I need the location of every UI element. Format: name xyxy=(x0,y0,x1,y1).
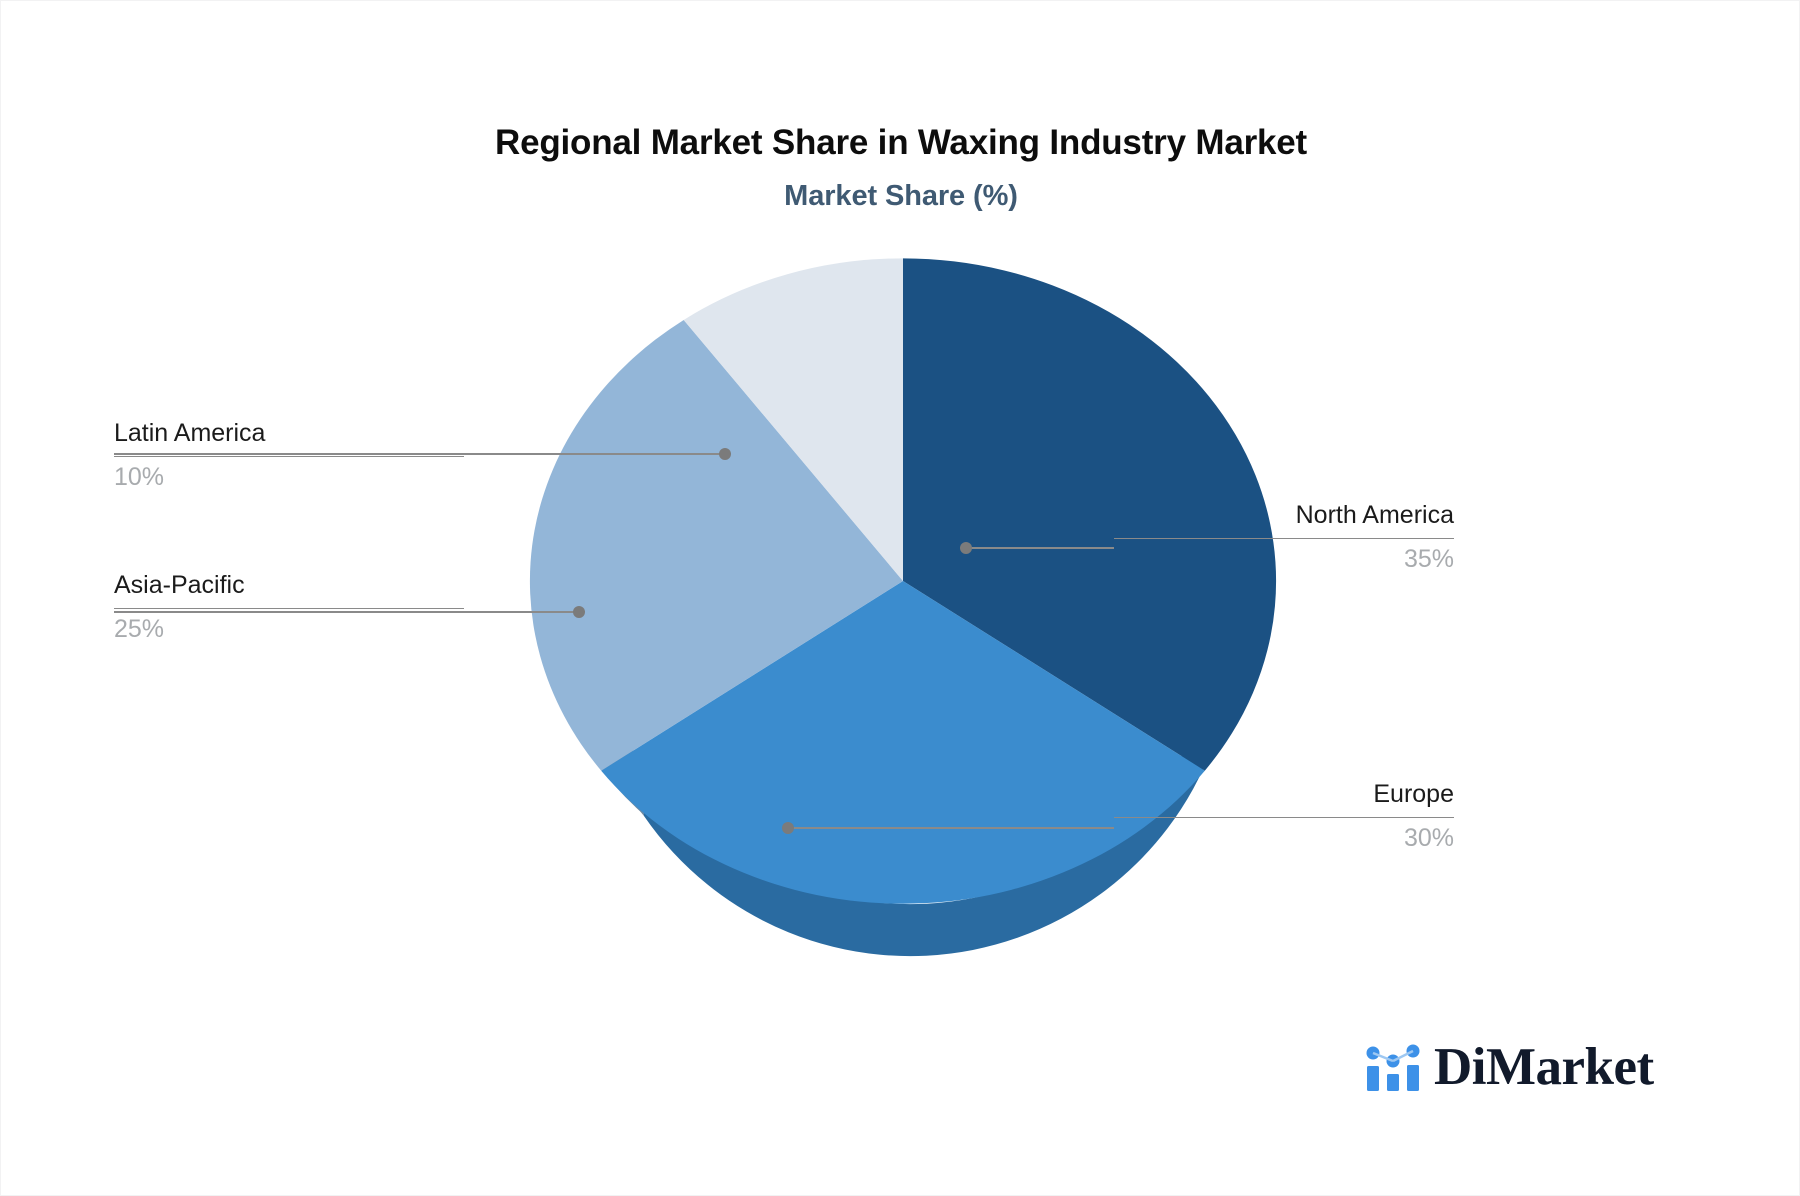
leader-dot-asia-pacific xyxy=(573,606,585,618)
chart-subtitle: Market Share (%) xyxy=(784,180,1018,212)
slice-asia-pacific[interactable] xyxy=(529,319,903,771)
callout-label-europe: Europe xyxy=(1373,780,1454,808)
callout-asia-pacific[interactable]: Asia-Pacific 25% xyxy=(114,571,464,644)
callout-value-latin-america: 10% xyxy=(114,462,165,491)
callout-north-america[interactable]: North America 35% xyxy=(1114,501,1454,574)
title-block: Regional Market Share in Waxing Industry… xyxy=(1,123,1799,212)
callout-label-north-america: North America xyxy=(1295,501,1454,529)
callout-europe[interactable]: Europe 30% xyxy=(1114,780,1454,853)
callout-rule-north-america xyxy=(1114,537,1454,539)
bar-chart-icon xyxy=(1366,1044,1420,1091)
slice-europe[interactable] xyxy=(601,581,1205,904)
callout-latin-america[interactable]: Latin America 10% xyxy=(114,419,464,492)
callout-value-asia-pacific: 25% xyxy=(114,614,165,643)
slice-side-asia-pacific xyxy=(583,691,642,813)
callout-rule-latin-america xyxy=(114,455,464,457)
leader-dot-latin-america xyxy=(719,448,731,460)
slice-side-left-rim xyxy=(579,641,644,816)
callout-rule-europe xyxy=(1114,816,1454,818)
brand-name: DiMarket xyxy=(1434,1038,1654,1096)
callout-label-asia-pacific: Asia-Pacific xyxy=(114,571,245,599)
callout-rule-asia-pacific xyxy=(114,607,464,609)
slice-side-north-america xyxy=(1224,619,1226,701)
leader-dots xyxy=(573,448,972,834)
chart-title: Regional Market Share in Waxing Industry… xyxy=(495,123,1307,162)
callout-label-latin-america: Latin America xyxy=(114,419,266,447)
slice-latin-america[interactable] xyxy=(683,258,903,581)
brand-logo: DiMarket xyxy=(1365,1041,1654,1094)
callout-value-north-america: 35% xyxy=(1403,544,1454,573)
leader-dot-north-america xyxy=(960,542,972,554)
callout-value-europe: 30% xyxy=(1403,823,1454,852)
leader-dot-europe xyxy=(782,822,794,834)
